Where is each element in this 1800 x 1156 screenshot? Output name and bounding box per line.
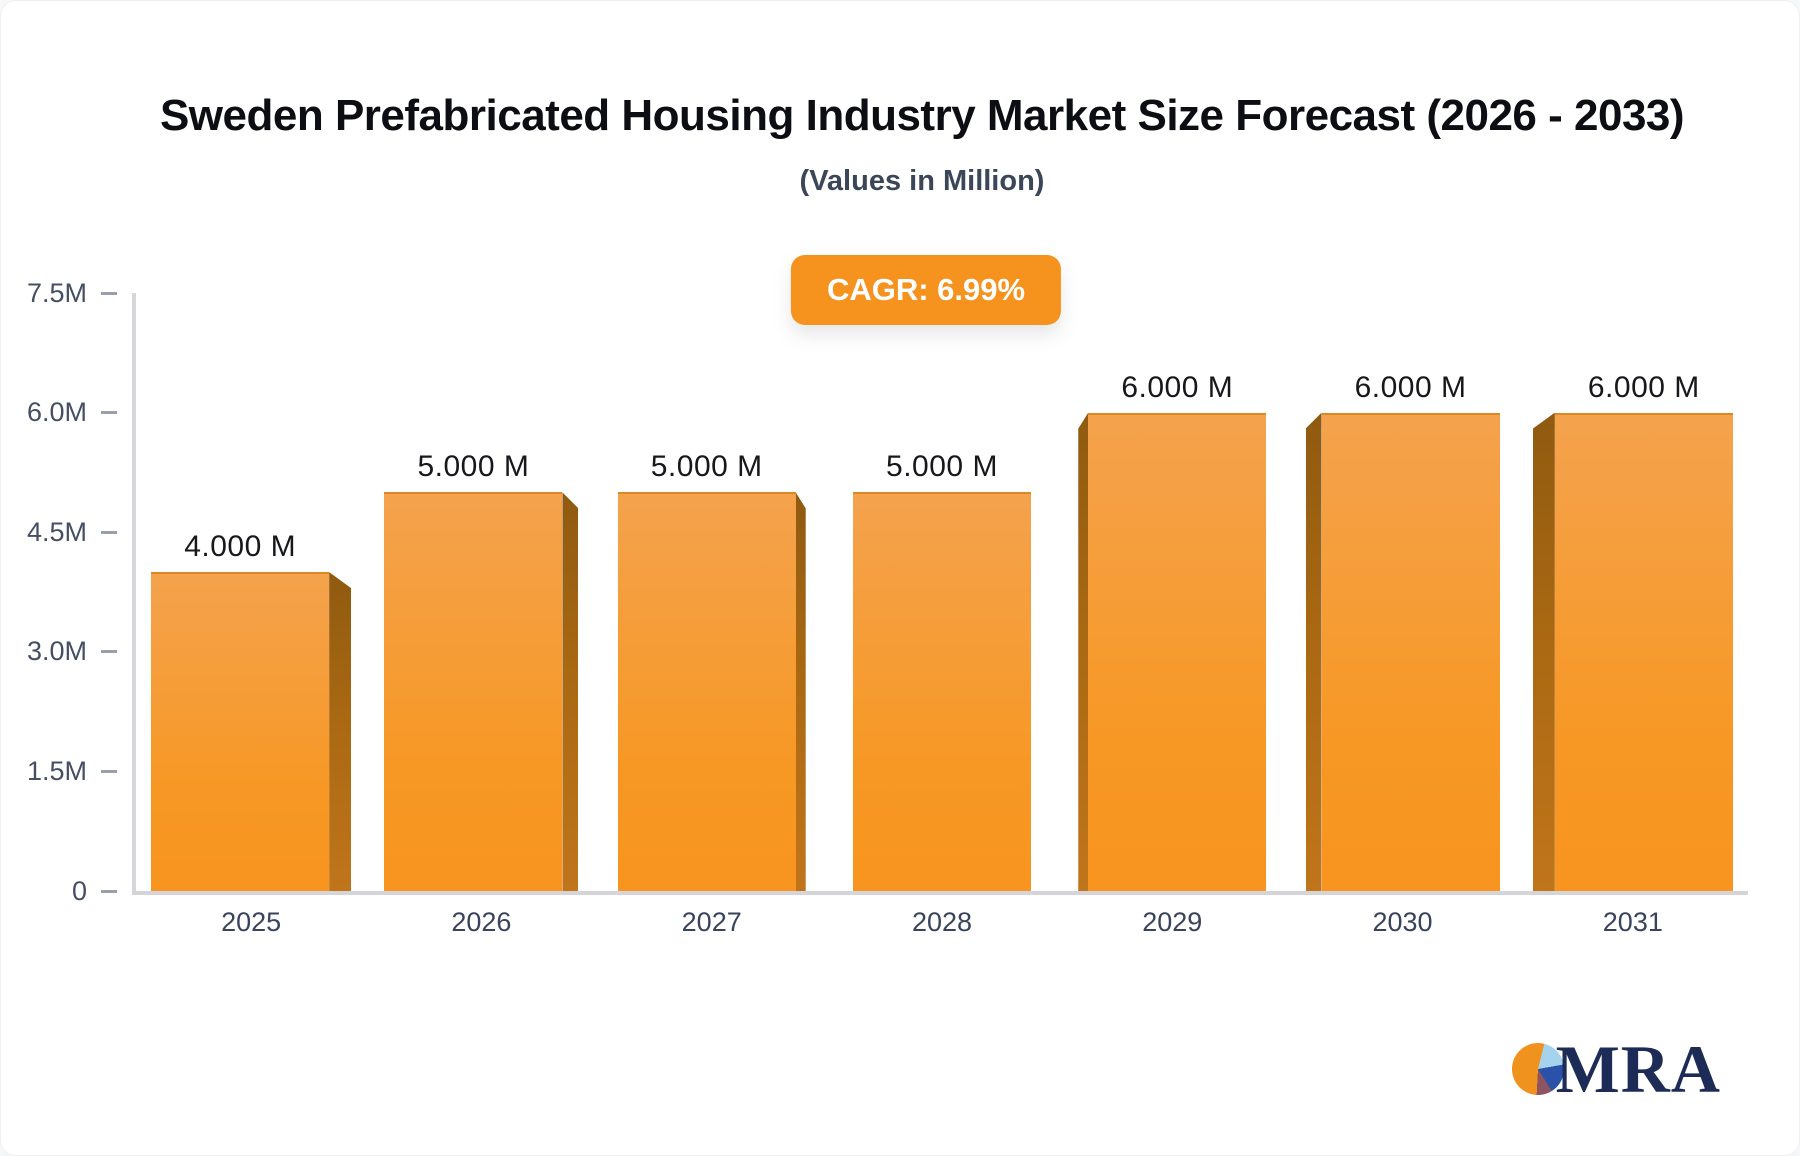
bar: 4.000 M <box>151 530 330 891</box>
bar-slot: 5.000 M <box>366 293 596 891</box>
bar-value-label: 6.000 M <box>1587 370 1700 404</box>
bar: 6.000 M <box>1321 371 1500 891</box>
bar-group: 5.000 M <box>384 450 579 891</box>
x-axis-line <box>132 891 1748 895</box>
x-axis-label: 2027 <box>681 907 742 937</box>
y-tick-label: 4.5M <box>26 516 87 547</box>
y-tick: 0 <box>1 876 117 906</box>
mra-logo: MRA <box>1511 1031 1721 1107</box>
bar-value-label: 5.000 M <box>650 450 763 484</box>
y-tick: 3.0M <box>1 636 117 667</box>
bar-3d-side <box>329 572 352 891</box>
chart-subtitle: (Values in Million) <box>799 165 1045 197</box>
bar-group: 6.000 M <box>1305 371 1500 891</box>
bar: 5.000 M <box>617 450 796 891</box>
bar-chart: 0 1.5M 3.0M 4.5M 6.0M 7.5M 4.000 M 5.000 M 5.00… <box>27 278 1748 906</box>
bar-slot: 6.000 M <box>1287 293 1517 891</box>
y-tick-dash <box>101 889 117 893</box>
bar-value-label: 6.000 M <box>1354 370 1467 404</box>
plot-area: 4.000 M 5.000 M 5.000 M 5.000 M 6.000 M 6.000… <box>136 293 1748 891</box>
y-tick: 6.0M <box>1 397 117 428</box>
y-tick-label: 7.5M <box>26 277 87 308</box>
bar-value-label: 4.000 M <box>184 530 297 564</box>
bar-group: 5.000 M <box>852 450 1031 891</box>
bar: 5.000 M <box>384 450 563 891</box>
y-tick-dash <box>101 650 117 654</box>
bar-3d-side <box>562 492 579 891</box>
bar-group: 5.000 M <box>617 450 806 891</box>
bar: 5.000 M <box>852 450 1031 891</box>
bar-3d-side <box>1305 412 1322 891</box>
bar-value-label: 5.000 M <box>886 450 998 484</box>
y-tick-label: 6.0M <box>26 397 87 428</box>
x-axis-label: 2030 <box>1372 907 1433 937</box>
x-axis-label: 2028 <box>911 907 973 937</box>
bar-slot: 6.000 M <box>1057 293 1287 891</box>
bar-group: 6.000 M <box>1532 371 1733 891</box>
y-tick: 4.5M <box>1 517 117 547</box>
bar: 6.000 M <box>1554 371 1733 891</box>
mra-pie-icon <box>1511 1043 1564 1095</box>
y-tick-label: 0 <box>71 875 87 906</box>
bar-value-label: 5.000 M <box>417 450 530 484</box>
y-tick-dash <box>101 530 117 534</box>
bar-group: 4.000 M <box>151 530 352 891</box>
y-tick-dash <box>101 769 117 773</box>
bar-3d-side <box>1078 412 1089 891</box>
bar: 6.000 M <box>1088 371 1267 891</box>
chart-title: Sweden Prefabricated Housing Industry Ma… <box>159 91 1685 140</box>
x-axis-label: 2029 <box>1142 907 1203 937</box>
bar-group: 6.000 M <box>1078 371 1267 891</box>
x-axis-label: 2031 <box>1602 907 1663 937</box>
cagr-badge: CAGR: 6.99% <box>790 255 1062 325</box>
x-axis-label: 2026 <box>451 907 512 937</box>
mra-logo-text: MRA <box>1555 1031 1721 1107</box>
y-tick: 1.5M <box>1 756 117 786</box>
bar-slot: 6.000 M <box>1518 293 1748 891</box>
y-tick-label: 3.0M <box>26 636 87 667</box>
y-axis-line <box>132 293 136 891</box>
bar-slot: 5.000 M <box>597 293 827 891</box>
bar-slot: 5.000 M <box>827 293 1057 891</box>
y-tick-label: 1.5M <box>26 755 87 786</box>
x-axis-label: 2025 <box>221 907 282 937</box>
x-axis-labels: 2025 2026 2027 2028 2029 2030 2031 <box>136 907 1748 938</box>
bar-3d-side <box>795 492 806 891</box>
y-tick: 7.5M <box>1 278 117 308</box>
bar-slot: 4.000 M <box>136 293 366 891</box>
y-tick-dash <box>101 411 117 415</box>
bar-value-label: 6.000 M <box>1121 370 1234 404</box>
y-tick-dash <box>101 291 117 295</box>
bar-3d-side <box>1532 412 1555 891</box>
